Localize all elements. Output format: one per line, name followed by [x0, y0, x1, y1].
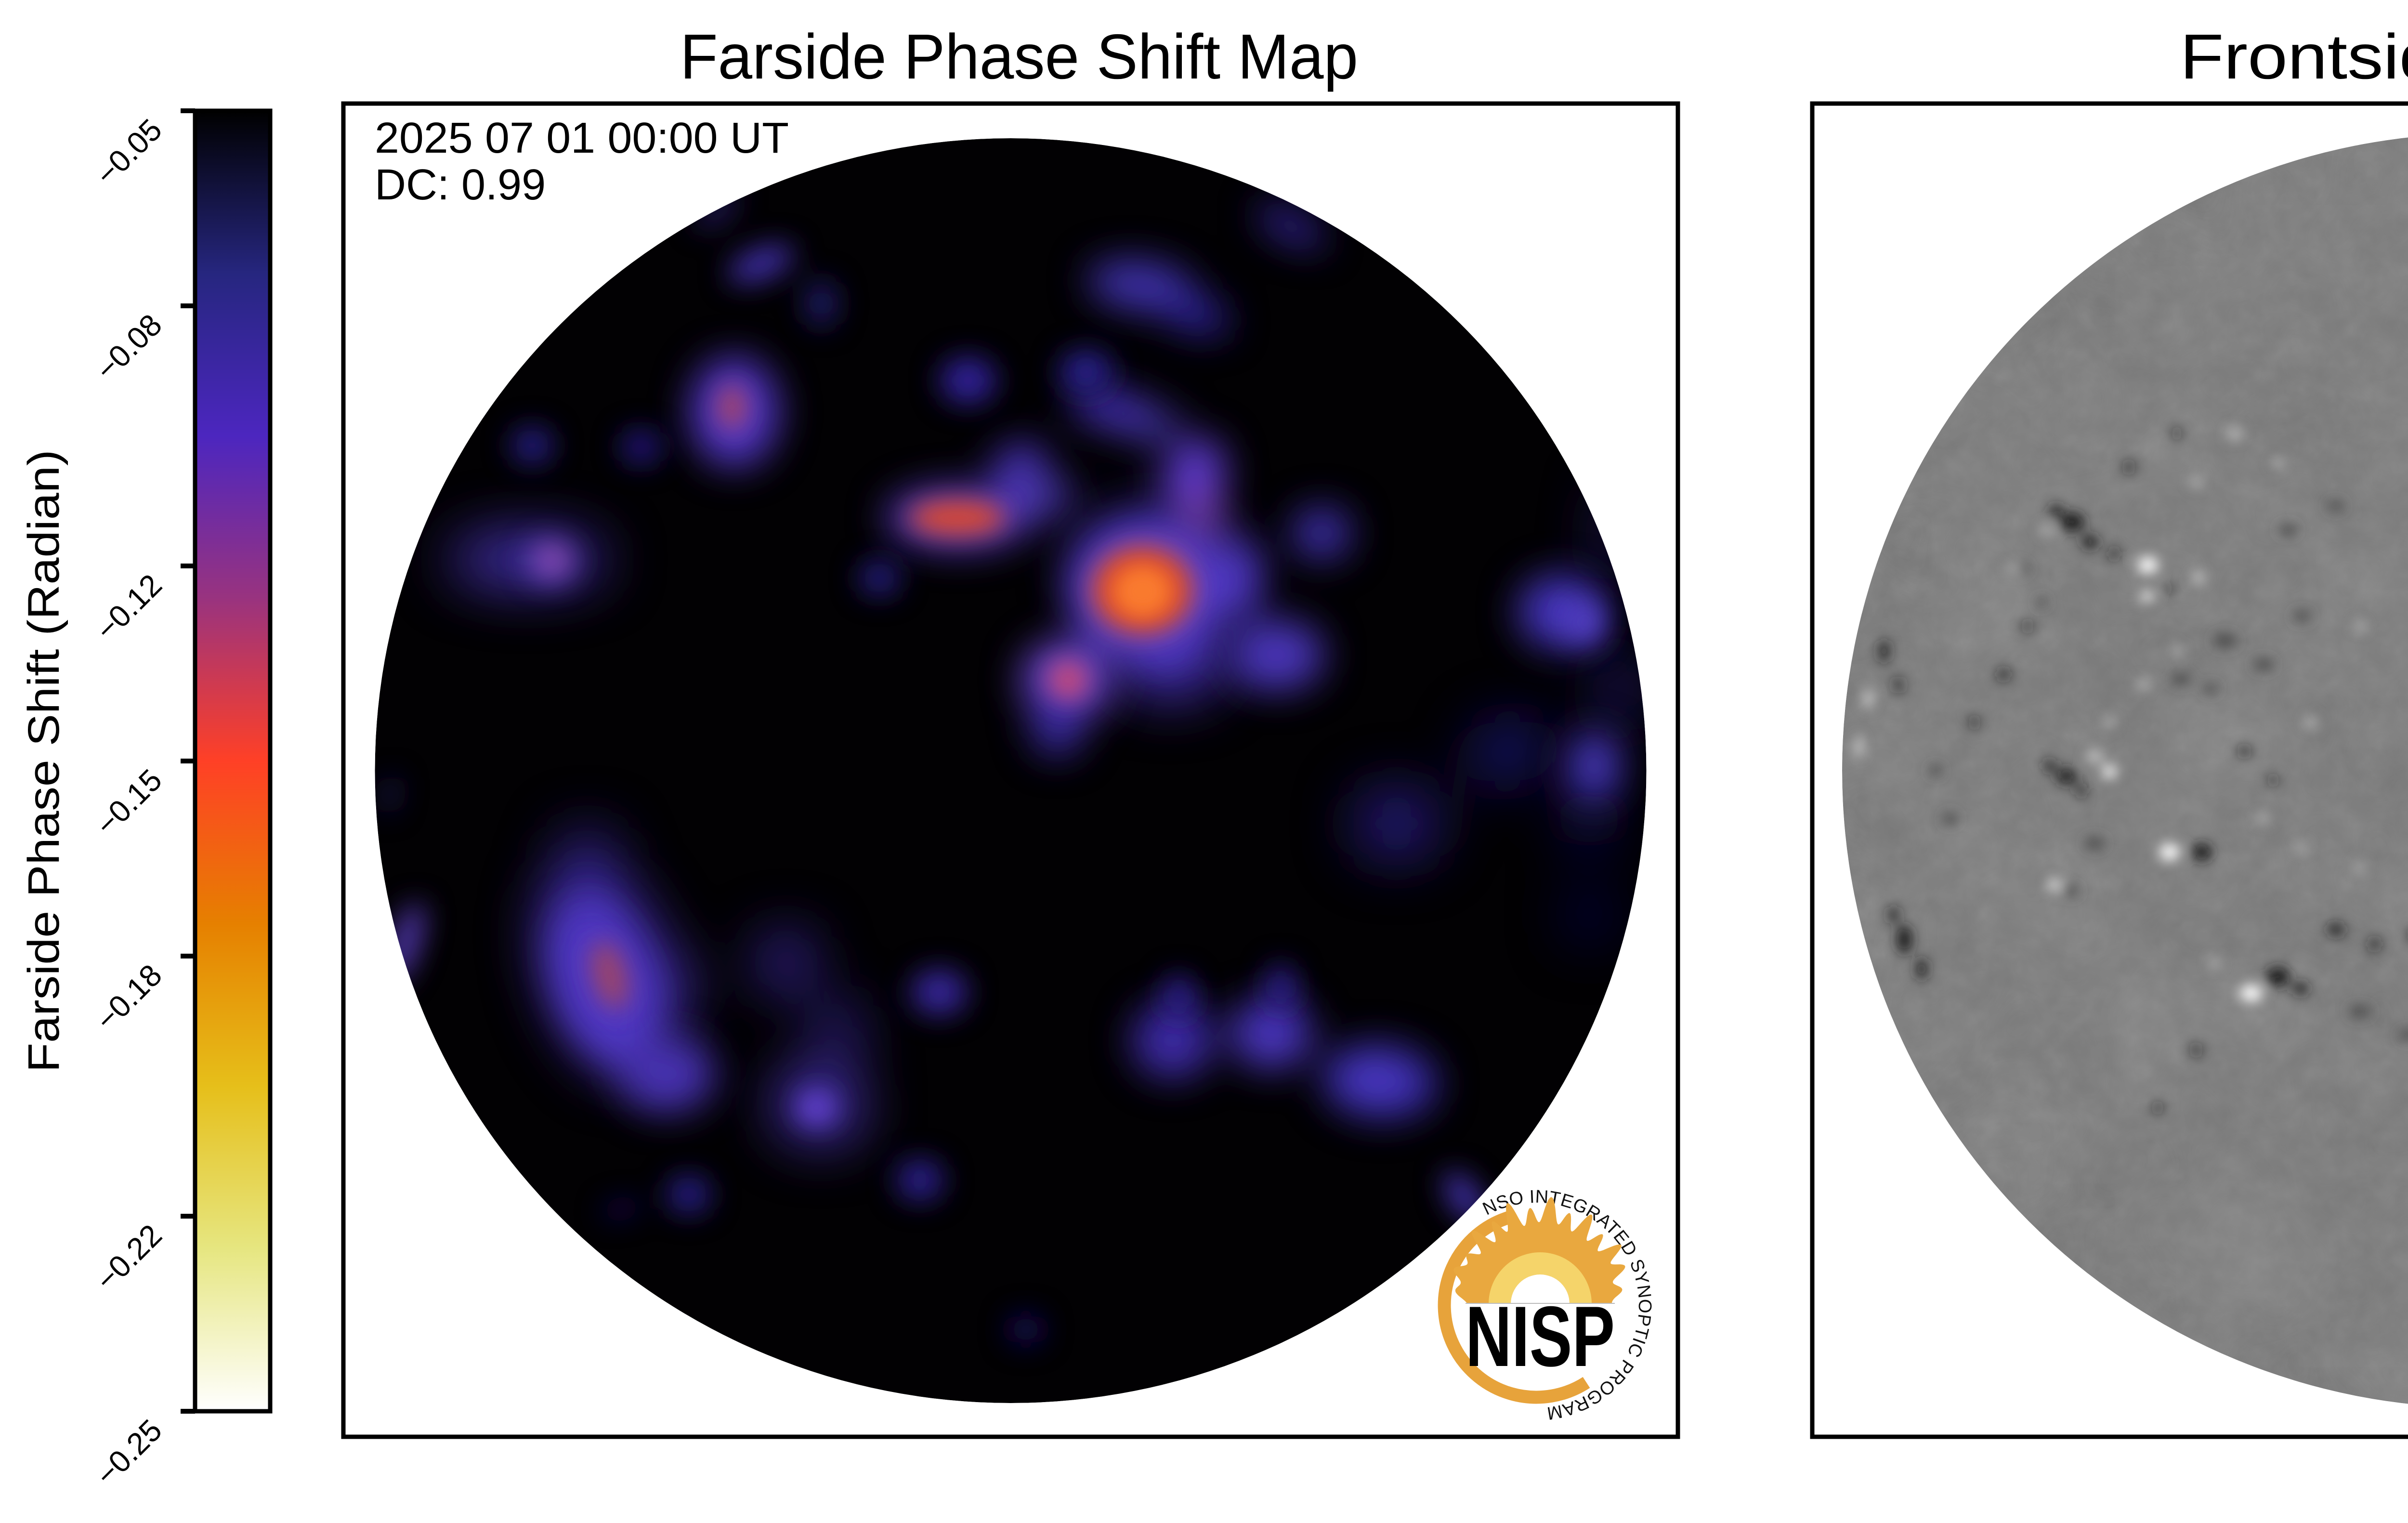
svg-text:−0.25: −0.25 [89, 1413, 168, 1492]
svg-text:−0.18: −0.18 [89, 958, 168, 1037]
svg-text:−0.08: −0.08 [89, 307, 168, 387]
svg-text:Frontside Mag Map: Frontside Mag Map [2180, 21, 2408, 92]
svg-text:−0.22: −0.22 [89, 1218, 168, 1297]
svg-text:−0.12: −0.12 [89, 567, 168, 647]
svg-text:Farside Phase Shift Map: Farside Phase Shift Map [680, 21, 1358, 92]
svg-text:2025 07 01 00:00 UT: 2025 07 01 00:00 UT [375, 114, 789, 162]
svg-text:DC: 0.99: DC: 0.99 [375, 161, 546, 209]
svg-text:−0.15: −0.15 [89, 762, 168, 842]
svg-text:−0.05: −0.05 [89, 112, 168, 192]
svg-text:Farside Phase Shift (Radian): Farside Phase Shift (Radian) [19, 450, 68, 1073]
